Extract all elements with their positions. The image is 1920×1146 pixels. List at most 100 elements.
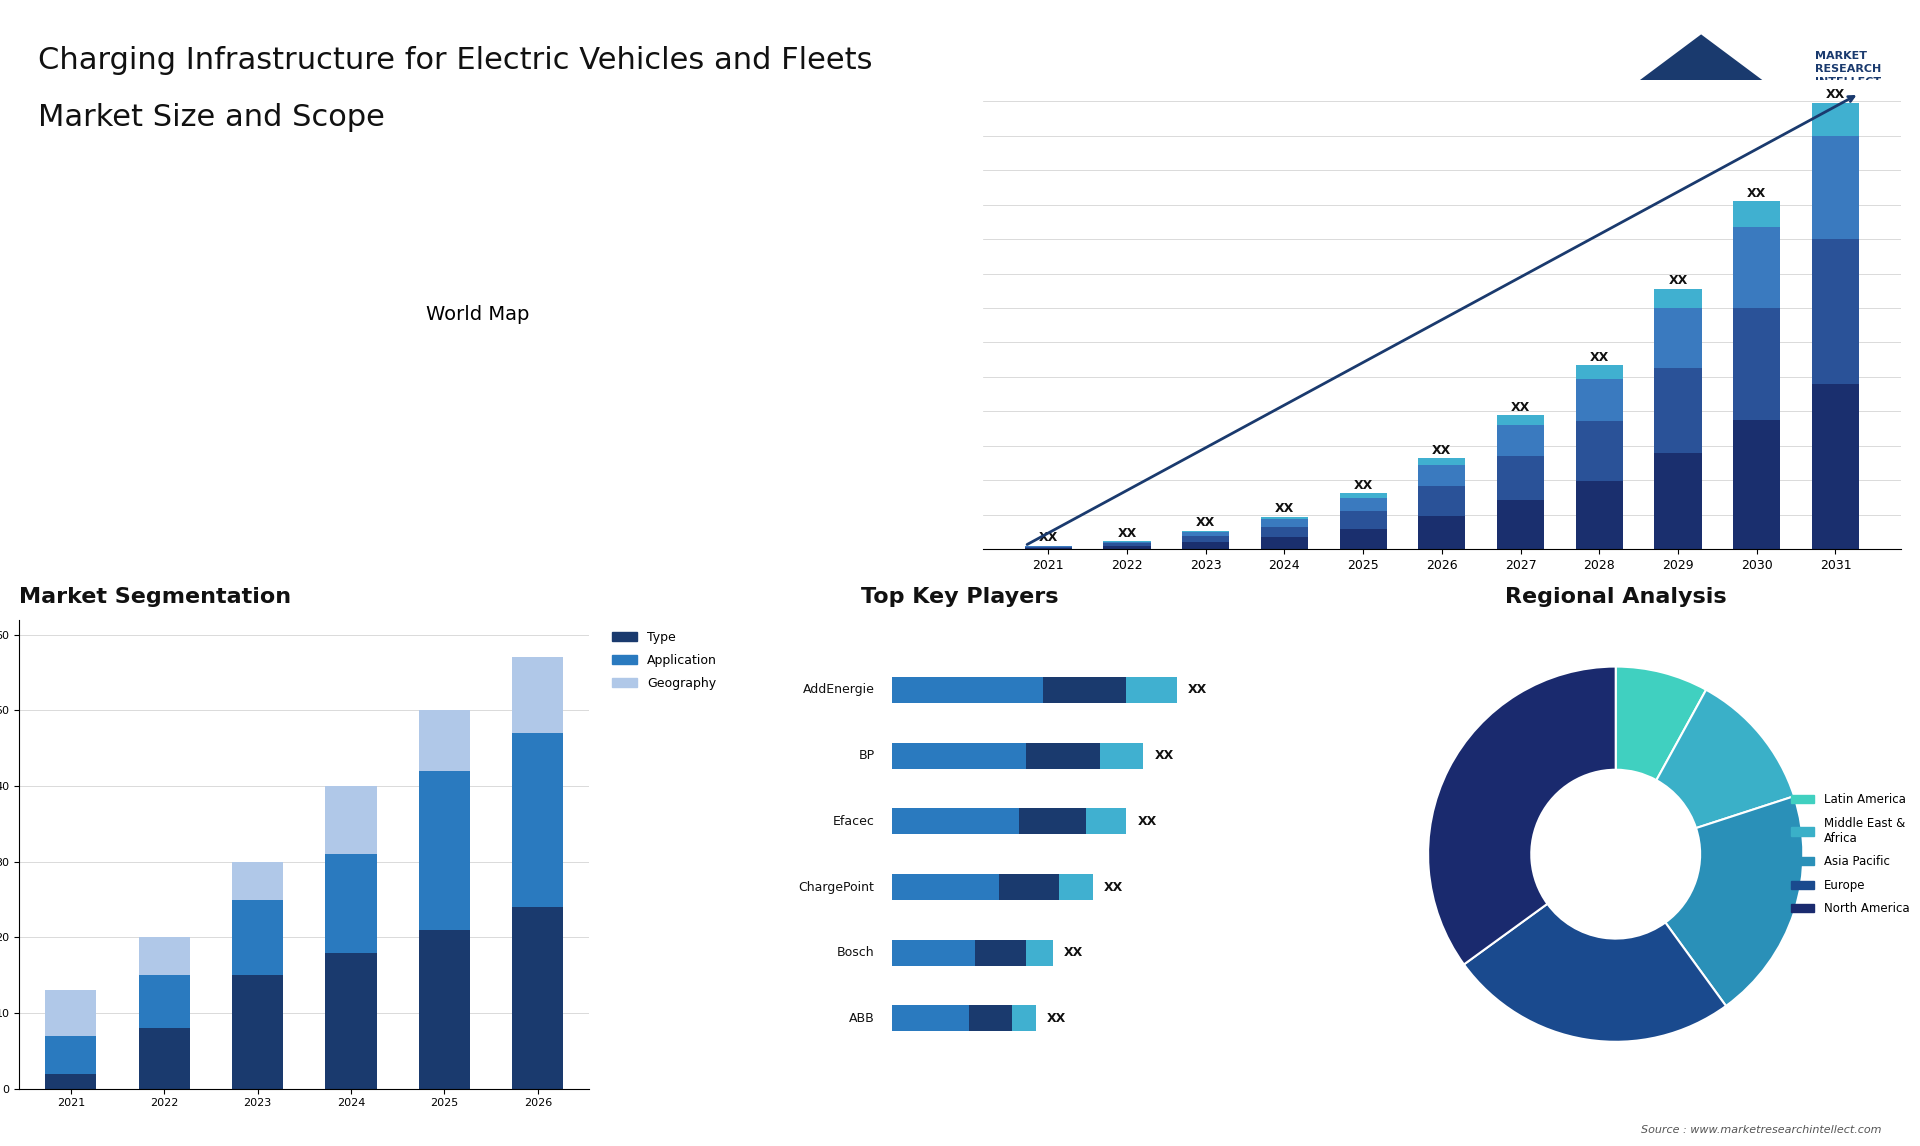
Bar xyxy=(44,1074,96,1089)
Title: Top Key Players: Top Key Players xyxy=(862,587,1058,607)
Bar xyxy=(1734,307,1780,421)
FancyBboxPatch shape xyxy=(891,677,1043,702)
Text: XX: XX xyxy=(1826,88,1845,101)
FancyBboxPatch shape xyxy=(891,743,1025,769)
FancyBboxPatch shape xyxy=(891,808,1020,834)
FancyBboxPatch shape xyxy=(1100,743,1142,769)
Bar xyxy=(1576,378,1622,422)
Text: ABB: ABB xyxy=(849,1012,874,1025)
FancyBboxPatch shape xyxy=(1020,808,1087,834)
Text: BP: BP xyxy=(858,749,874,762)
Bar xyxy=(138,975,190,1028)
FancyBboxPatch shape xyxy=(1012,1005,1035,1031)
Bar xyxy=(1655,368,1701,453)
Polygon shape xyxy=(1609,34,1793,103)
Text: XX: XX xyxy=(1117,526,1137,540)
FancyBboxPatch shape xyxy=(970,1005,1012,1031)
Wedge shape xyxy=(1657,690,1793,829)
Bar xyxy=(1025,548,1071,549)
Text: AddEnergie: AddEnergie xyxy=(803,683,874,697)
Title: Regional Analysis: Regional Analysis xyxy=(1505,587,1726,607)
Text: XX: XX xyxy=(1354,479,1373,492)
Text: XX: XX xyxy=(1139,815,1158,827)
Bar xyxy=(1655,308,1701,368)
Legend: Type, Application, Geography: Type, Application, Geography xyxy=(607,626,722,694)
FancyBboxPatch shape xyxy=(975,940,1025,966)
Bar xyxy=(1498,500,1544,549)
Text: Charging Infrastructure for Electric Vehicles and Fleets: Charging Infrastructure for Electric Veh… xyxy=(38,46,874,74)
Bar xyxy=(1498,425,1544,456)
Bar xyxy=(419,711,470,771)
Bar xyxy=(232,900,284,975)
Bar xyxy=(513,733,563,908)
Bar xyxy=(513,908,563,1089)
Bar xyxy=(1183,531,1229,532)
Bar xyxy=(1419,486,1465,516)
Bar xyxy=(44,990,96,1036)
Text: XX: XX xyxy=(1275,502,1294,516)
Bar xyxy=(1576,481,1622,549)
Bar xyxy=(232,862,284,900)
Bar xyxy=(1183,536,1229,542)
Bar xyxy=(1025,547,1071,548)
Bar xyxy=(513,658,563,733)
Text: XX: XX xyxy=(1064,947,1083,959)
Bar xyxy=(1655,453,1701,549)
Text: XX: XX xyxy=(1039,532,1058,544)
Bar xyxy=(1261,537,1308,549)
Bar xyxy=(1812,102,1859,135)
Text: ChargePoint: ChargePoint xyxy=(799,880,874,894)
Bar xyxy=(1734,421,1780,549)
Wedge shape xyxy=(1463,904,1726,1042)
Bar xyxy=(1576,366,1622,378)
Text: XX: XX xyxy=(1511,401,1530,414)
FancyBboxPatch shape xyxy=(998,874,1060,900)
Bar xyxy=(1419,516,1465,549)
Bar xyxy=(232,975,284,1089)
Bar xyxy=(324,786,376,854)
Text: Market Size and Scope: Market Size and Scope xyxy=(38,103,386,132)
Text: XX: XX xyxy=(1046,1012,1066,1025)
Text: MARKET
RESEARCH
INTELLECT: MARKET RESEARCH INTELLECT xyxy=(1814,50,1882,87)
Wedge shape xyxy=(1428,667,1617,965)
Bar xyxy=(1498,456,1544,500)
Bar xyxy=(1340,497,1386,510)
Bar xyxy=(1498,415,1544,425)
Bar xyxy=(1655,289,1701,308)
Bar xyxy=(1104,542,1150,543)
Bar xyxy=(138,1028,190,1089)
FancyBboxPatch shape xyxy=(1127,677,1177,702)
Text: XX: XX xyxy=(1432,444,1452,457)
FancyBboxPatch shape xyxy=(1043,677,1127,702)
FancyBboxPatch shape xyxy=(1087,808,1127,834)
FancyBboxPatch shape xyxy=(891,1005,970,1031)
Bar xyxy=(1812,384,1859,549)
Bar xyxy=(1340,528,1386,549)
Bar xyxy=(1340,510,1386,528)
Bar xyxy=(1812,135,1859,240)
Bar xyxy=(1183,542,1229,549)
Bar xyxy=(324,854,376,952)
FancyBboxPatch shape xyxy=(1060,874,1092,900)
Text: XX: XX xyxy=(1747,187,1766,199)
Bar xyxy=(419,929,470,1089)
Bar xyxy=(44,1036,96,1074)
Wedge shape xyxy=(1665,796,1803,1006)
Text: XX: XX xyxy=(1668,274,1688,288)
Bar xyxy=(419,771,470,929)
FancyBboxPatch shape xyxy=(891,940,975,966)
Bar xyxy=(1576,422,1622,481)
Bar xyxy=(1261,517,1308,519)
Text: XX: XX xyxy=(1188,683,1208,697)
Text: XX: XX xyxy=(1196,517,1215,529)
Text: World Map: World Map xyxy=(426,305,530,324)
Legend: Latin America, Middle East &
Africa, Asia Pacific, Europe, North America: Latin America, Middle East & Africa, Asi… xyxy=(1786,788,1914,920)
Bar xyxy=(1340,494,1386,497)
Text: Efacec: Efacec xyxy=(833,815,874,827)
Text: XX: XX xyxy=(1590,351,1609,363)
Bar xyxy=(1419,458,1465,465)
Bar xyxy=(1261,527,1308,537)
Bar xyxy=(1104,543,1150,547)
Wedge shape xyxy=(1617,667,1707,780)
Text: Source : www.marketresearchintellect.com: Source : www.marketresearchintellect.com xyxy=(1642,1124,1882,1135)
